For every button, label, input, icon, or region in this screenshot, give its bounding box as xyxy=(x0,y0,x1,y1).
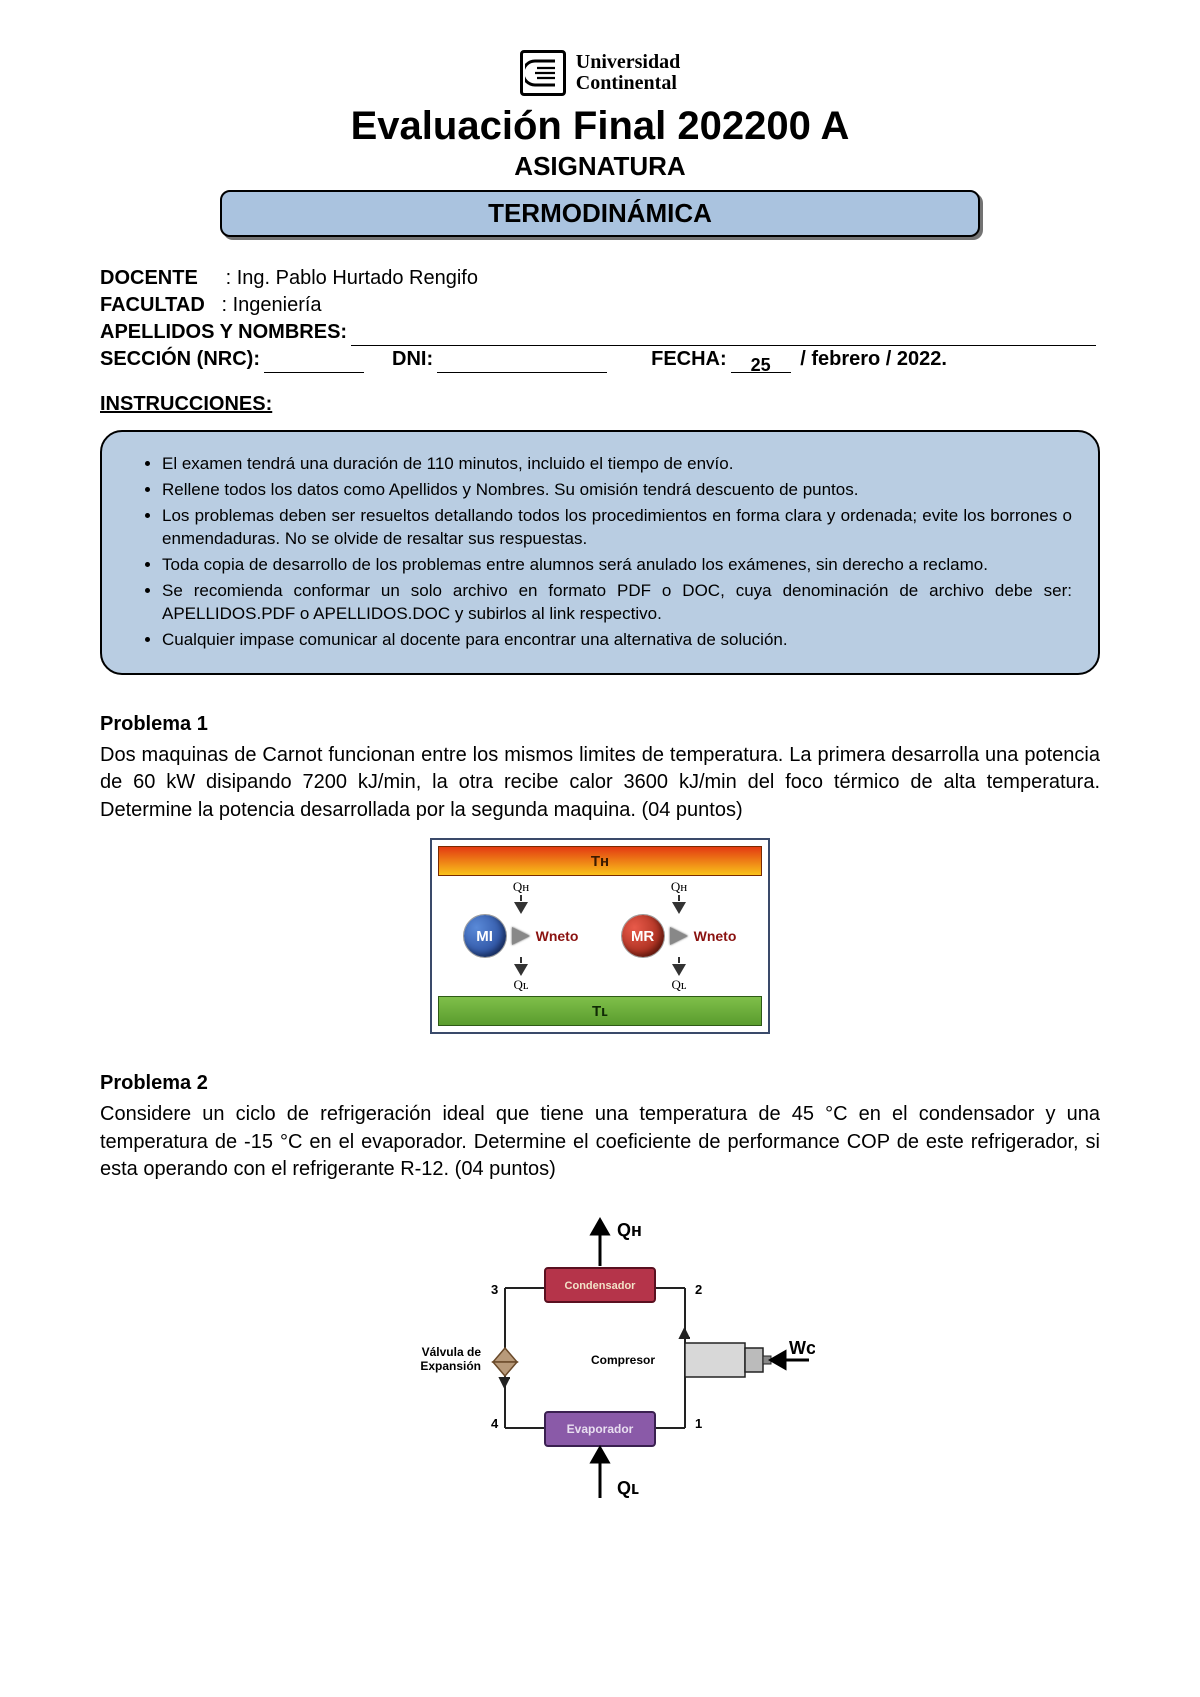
ql-label-mr: Qʟ xyxy=(672,977,687,993)
figure-carnot-engines: Tʜ Qʜ MI Wneto Qʟ Qʜ xyxy=(430,838,770,1034)
problem-1: Problema 1 Dos maquinas de Carnot funcio… xyxy=(100,713,1100,1035)
svg-text:Expansión: Expansión xyxy=(420,1359,481,1373)
evaporador-label: Evaporador xyxy=(567,1422,634,1436)
engine-mi-col: Qʜ MI Wneto Qʟ xyxy=(445,879,597,993)
instruction-item: Toda copia de desarrollo de los problema… xyxy=(162,554,1072,577)
wneto-mr: Wneto xyxy=(694,928,737,944)
ql-label: Qʟ xyxy=(617,1478,639,1498)
wc-label: Wc xyxy=(789,1338,815,1358)
ql-label-mi: Qʟ xyxy=(514,977,529,993)
engine-mi: MI xyxy=(464,915,506,957)
expansion-valve-icon: Válvula de Expansión xyxy=(420,1345,517,1376)
problem-2-body: Considere un ciclo de refrigeración idea… xyxy=(100,1101,1100,1184)
instructions-heading: INSTRUCCIONES: xyxy=(100,393,1100,416)
svg-text:Válvula de: Válvula de xyxy=(422,1345,482,1359)
dni-label: DNI: xyxy=(392,346,433,373)
svg-text:3: 3 xyxy=(491,1282,498,1297)
problem-2: Problema 2 Considere un ciclo de refrige… xyxy=(100,1072,1100,1518)
figure-refrigeration-cycle: Condensador Evaporador Compresor Válvula… xyxy=(385,1198,815,1518)
facultad-label: FACULTAD xyxy=(100,292,221,319)
docente-label: DOCENTE xyxy=(100,265,226,292)
instruction-item: Cualquier impase comunicar al docente pa… xyxy=(162,629,1072,652)
seccion-field[interactable] xyxy=(264,351,364,373)
condensador-label: Condensador xyxy=(565,1280,637,1292)
instruction-item: Rellene todos los datos como Apellidos y… xyxy=(162,479,1072,502)
fecha-label: FECHA: xyxy=(651,346,727,373)
arrow-right-icon xyxy=(512,927,530,945)
qh-label-mr: Qʜ xyxy=(671,879,687,895)
page-subtitle: ASIGNATURA xyxy=(100,151,1100,182)
fecha-day[interactable]: 25 xyxy=(731,353,791,373)
arrow-right-icon xyxy=(670,927,688,945)
course-box: TERMODINÁMICA xyxy=(220,190,980,237)
problem-1-title: Problema 1 xyxy=(100,713,1100,736)
apellidos-label: APELLIDOS Y NOMBRES: xyxy=(100,319,347,346)
compresor-label: Compresor xyxy=(591,1353,655,1367)
instructions-list: El examen tendrá una duración de 110 min… xyxy=(128,453,1072,652)
compresor-icon: Compresor xyxy=(591,1343,771,1377)
logo-text: Universidad Continental xyxy=(576,52,680,94)
apellidos-field[interactable] xyxy=(351,324,1096,346)
instruction-item: Los problemas deben ser resueltos detall… xyxy=(162,505,1072,551)
qh-label: Qн xyxy=(617,1220,642,1240)
logo-line2: Continental xyxy=(576,73,680,94)
svg-text:4: 4 xyxy=(491,1416,499,1431)
problem-2-title: Problema 2 xyxy=(100,1072,1100,1095)
cold-reservoir: Tʟ xyxy=(438,996,762,1026)
seccion-label: SECCIÓN (NRC): xyxy=(100,346,260,373)
instruction-item: Se recomienda conformar un solo archivo … xyxy=(162,580,1072,626)
dni-field[interactable] xyxy=(437,351,607,373)
hot-reservoir: Tʜ xyxy=(438,846,762,876)
engine-mr: MR xyxy=(622,915,664,957)
facultad-value: : Ingeniería xyxy=(221,292,321,319)
logo-line1: Universidad xyxy=(576,52,680,73)
fecha-rest: / febrero / 2022. xyxy=(795,346,947,373)
logo-icon xyxy=(520,50,566,96)
page-title: Evaluación Final 202200 A xyxy=(100,104,1100,149)
info-block: DOCENTE : Ing. Pablo Hurtado Rengifo FAC… xyxy=(100,265,1100,373)
docente-value: : Ing. Pablo Hurtado Rengifo xyxy=(226,265,478,292)
wneto-mi: Wneto xyxy=(536,928,579,944)
svg-text:1: 1 xyxy=(695,1416,702,1431)
svg-text:2: 2 xyxy=(695,1282,702,1297)
instructions-box: El examen tendrá una duración de 110 min… xyxy=(100,430,1100,675)
university-logo: Universidad Continental xyxy=(100,50,1100,96)
qh-label-mi: Qʜ xyxy=(513,879,529,895)
engine-mr-col: Qʜ MR Wneto Qʟ xyxy=(603,879,755,993)
problem-1-body: Dos maquinas de Carnot funcionan entre l… xyxy=(100,742,1100,825)
instruction-item: El examen tendrá una duración de 110 min… xyxy=(162,453,1072,476)
